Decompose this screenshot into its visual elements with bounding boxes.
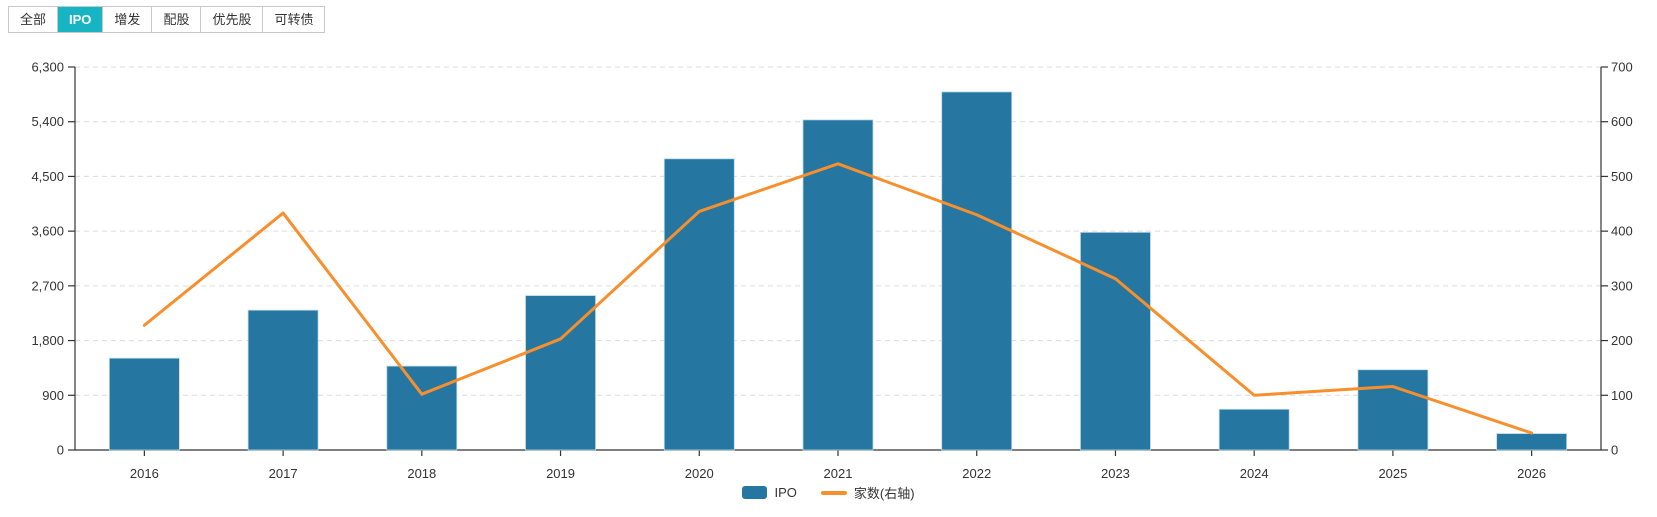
legend-item-家数(右轴)[interactable]: 家数(右轴) <box>820 483 915 502</box>
bar-2024[interactable] <box>1218 408 1290 451</box>
left-axis-label: 5,400 <box>31 114 64 129</box>
tab-优先股[interactable]: 优先股 <box>200 7 262 32</box>
bar-2026[interactable] <box>1496 433 1568 451</box>
right-axis-label: 600 <box>1611 114 1633 129</box>
right-axis-label: 700 <box>1611 60 1633 75</box>
x-axis-label: 2025 <box>1378 466 1407 481</box>
x-axis-label: 2020 <box>685 466 714 481</box>
left-axis-label: 4,500 <box>31 169 64 184</box>
bar-2022[interactable] <box>941 91 1013 451</box>
bar-2020[interactable] <box>663 158 735 451</box>
left-axis-label: 0 <box>57 443 64 458</box>
security-type-tab-bar: 全部 IPO 增发 配股 优先股 可转债 <box>8 6 326 33</box>
x-axis-label: 2017 <box>269 466 298 481</box>
bar-2016[interactable] <box>108 357 180 451</box>
tab-全部[interactable]: 全部 <box>20 12 47 27</box>
bar-2017[interactable] <box>247 309 319 451</box>
tab-IPO[interactable]: IPO <box>57 7 103 32</box>
trend-line[interactable] <box>142 162 1534 435</box>
tab-配股[interactable]: 配股 <box>151 7 200 32</box>
bar-2021[interactable] <box>802 119 874 451</box>
right-axis-label: 200 <box>1611 333 1633 348</box>
left-axis-label: 1,800 <box>31 333 64 348</box>
legend-label: 家数(右轴) <box>853 486 915 501</box>
tab-增发[interactable]: 增发 <box>102 7 151 32</box>
left-axis-label: 3,600 <box>31 224 64 239</box>
bar-2018[interactable] <box>386 365 458 451</box>
x-axis-label: 2022 <box>962 466 991 481</box>
right-axis-label: 300 <box>1611 278 1633 293</box>
legend-bar-swatch <box>742 486 768 499</box>
bar-2025[interactable] <box>1357 369 1429 451</box>
legend-label: IPO <box>774 485 797 500</box>
x-axis-label: 2024 <box>1240 466 1269 481</box>
left-axis-label: 900 <box>42 388 64 403</box>
bar-2019[interactable] <box>525 295 596 451</box>
right-axis-label: 400 <box>1611 224 1633 239</box>
left-axis-label: 2,700 <box>31 278 64 293</box>
right-axis-label: 0 <box>1611 443 1618 458</box>
legend-line-swatch <box>820 490 847 495</box>
x-axis-label: 2023 <box>1101 466 1130 481</box>
legend-item-IPO[interactable]: IPO <box>742 485 797 500</box>
bar-2023[interactable] <box>1080 231 1151 451</box>
x-axis-label: 2018 <box>407 466 436 481</box>
chart-legend: IPO 家数(右轴) <box>0 483 1657 502</box>
right-axis-label: 100 <box>1611 388 1633 403</box>
x-axis-label: 2016 <box>130 466 159 481</box>
x-axis-label: 2021 <box>824 466 853 481</box>
right-axis-label: 500 <box>1611 169 1633 184</box>
tab-可转债[interactable]: 可转债 <box>262 7 324 32</box>
x-axis-label: 2019 <box>546 466 575 481</box>
x-axis-label: 2026 <box>1517 466 1546 481</box>
left-axis-label: 6,300 <box>31 60 64 75</box>
